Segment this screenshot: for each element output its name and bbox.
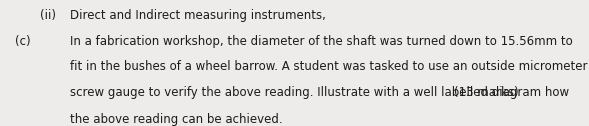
- Text: Direct and Indirect measuring instruments,: Direct and Indirect measuring instrument…: [70, 9, 325, 22]
- Text: screw gauge to verify the above reading. Illustrate with a well labelled diagram: screw gauge to verify the above reading.…: [70, 86, 568, 99]
- Text: In a fabrication workshop, the diameter of the shaft was turned down to 15.56mm : In a fabrication workshop, the diameter …: [70, 35, 573, 48]
- Text: fit in the bushes of a wheel barrow. A student was tasked to use an outside micr: fit in the bushes of a wheel barrow. A s…: [70, 60, 587, 73]
- Text: (13 marks): (13 marks): [454, 86, 518, 99]
- Text: (ii): (ii): [40, 9, 56, 22]
- Text: the above reading can be achieved.: the above reading can be achieved.: [70, 113, 282, 126]
- Text: (c): (c): [15, 35, 31, 48]
